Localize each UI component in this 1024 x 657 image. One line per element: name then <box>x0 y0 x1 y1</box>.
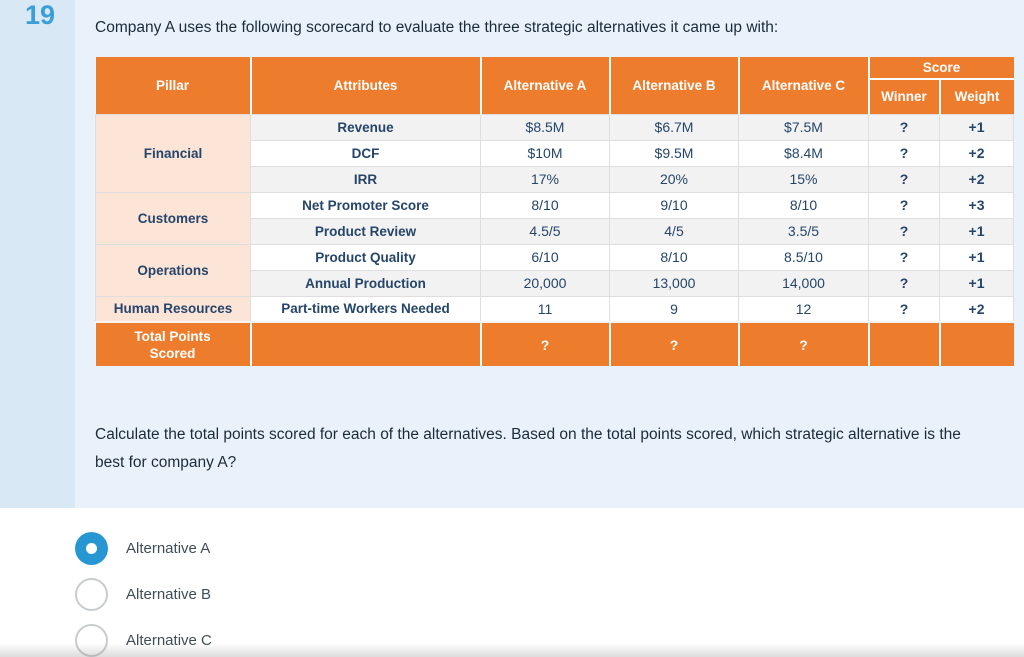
alternative-c-cell: 3.5/5 <box>738 217 869 245</box>
alternative-a-cell: 20,000 <box>480 269 610 297</box>
pillar-cell: Operations <box>95 243 251 297</box>
pillar-cell: Financial <box>95 113 251 193</box>
col-header-alternative-c: Alternative C <box>737 57 869 114</box>
alternative-b-cell: 20% <box>609 165 739 193</box>
alternative-a-cell: 8/10 <box>480 191 610 219</box>
total-alternative-a-cell: ? <box>479 321 610 366</box>
weight-cell: +2 <box>939 165 1014 193</box>
attribute-cell: IRR <box>250 165 481 193</box>
winner-cell: ? <box>868 139 940 167</box>
option-label: Alternative A <box>126 539 211 557</box>
alternative-a-cell: $8.5M <box>480 113 610 141</box>
alternative-b-cell: 9/10 <box>609 191 739 219</box>
total-alternative-c-cell: ? <box>737 321 869 366</box>
attribute-cell: DCF <box>250 139 481 167</box>
winner-cell: ? <box>868 217 940 245</box>
scorecard-table: Pillar Attributes Alternative A Alternat… <box>95 57 1014 366</box>
attribute-cell: Annual Production <box>250 269 481 297</box>
alternative-b-cell: $6.7M <box>609 113 739 141</box>
winner-cell: ? <box>868 113 940 141</box>
alternative-c-cell: 14,000 <box>738 269 869 297</box>
radio-button-unselected[interactable] <box>75 577 108 611</box>
total-empty-cell <box>249 321 481 366</box>
question-number: 19 <box>25 0 56 30</box>
total-label-cell: Total Points Scored <box>95 321 251 366</box>
alternative-c-cell: $7.5M <box>738 113 869 141</box>
attribute-cell: Net Promoter Score <box>250 191 481 219</box>
winner-cell: ? <box>868 295 940 323</box>
col-header-alternative-b: Alternative B <box>608 57 739 114</box>
alternative-a-cell: 4.5/5 <box>480 217 610 245</box>
col-header-attributes: Attributes <box>249 57 481 114</box>
total-row: Total Points Scored ? ? ? <box>95 321 1014 366</box>
radio-button-selected[interactable] <box>75 531 108 565</box>
alternative-a-cell: 17% <box>480 165 610 193</box>
scorecard-body: Financial Revenue $8.5M $6.7M $7.5M? +1 DCF $10… <box>95 113 1014 323</box>
alternative-b-cell: 13,000 <box>609 269 739 297</box>
alternative-b-cell: 8/10 <box>609 243 739 271</box>
table-row: Financial Revenue $8.5M $6.7M $7.5M? +1 <box>95 113 1014 193</box>
option-alternative-b[interactable]: Alternative B <box>75 577 575 611</box>
pillar-cell: Human Resources <box>95 295 251 323</box>
total-alternative-b-cell: ? <box>608 321 739 366</box>
winner-cell: ? <box>868 269 940 297</box>
weight-cell: +1 <box>939 217 1014 245</box>
alternative-c-cell: 8/10 <box>738 191 869 219</box>
total-weight-cell <box>938 321 1014 366</box>
alternative-b-cell: $9.5M <box>609 139 739 167</box>
winner-cell: ? <box>868 165 940 193</box>
alternative-c-cell: $8.4M <box>738 139 869 167</box>
col-header-score: Score <box>867 57 1014 80</box>
weight-cell: +1 <box>939 243 1014 271</box>
weight-cell: +1 <box>939 269 1014 297</box>
col-header-weight: Weight <box>938 79 1014 114</box>
option-alternative-c[interactable]: Alternative C <box>75 623 575 657</box>
alternative-b-cell: 4/5 <box>609 217 739 245</box>
winner-cell: ? <box>868 243 940 271</box>
alternative-a-cell: 11 <box>480 295 610 323</box>
table-row: Human Resources Part-time Workers Needed 1… <box>95 295 1014 323</box>
table-row: DCF $10M $9.5M $8.4M? +2 <box>96 139 1014 167</box>
attribute-cell: Product Review <box>250 217 481 245</box>
radio-dot <box>86 542 97 554</box>
table-row: Product Review 4.5/5 4/5 3.5/5? +1 <box>96 217 1014 245</box>
alternative-a-cell: $10M <box>480 139 610 167</box>
question-prompt-text: Calculate the total points scored for ea… <box>95 426 961 471</box>
option-label: Alternative C <box>126 631 212 649</box>
table-row: Annual Production 20,000 13,000 14,000? +1 <box>96 269 1014 297</box>
table-row: Customers Net Promoter Score 8/10 9/10 8/10?… <box>95 191 1014 245</box>
alternative-c-cell: 15% <box>738 165 869 193</box>
question-number-sidebar <box>0 0 75 508</box>
winner-cell: ? <box>868 191 940 219</box>
weight-cell: +2 <box>939 139 1014 167</box>
col-header-winner: Winner <box>867 79 940 114</box>
attribute-cell: Product Quality <box>250 243 481 271</box>
question-intro-text: Company A uses the following scorecard t… <box>95 19 779 36</box>
pillar-cell: Customers <box>95 191 251 245</box>
weight-cell: +2 <box>939 295 1014 323</box>
option-label: Alternative B <box>126 585 212 603</box>
col-header-pillar: Pillar <box>95 57 251 114</box>
alternative-b-cell: 9 <box>609 295 739 323</box>
option-alternative-a[interactable]: Alternative A <box>75 531 575 565</box>
attribute-cell: Revenue <box>250 113 481 141</box>
col-header-alternative-a: Alternative A <box>479 57 610 114</box>
weight-cell: +3 <box>939 191 1014 219</box>
alternative-c-cell: 8.5/10 <box>738 243 869 271</box>
alternative-a-cell: 6/10 <box>480 243 610 271</box>
weight-cell: +1 <box>939 113 1014 141</box>
table-row: Operations Product Quality 6/10 8/10 8.5/10?… <box>95 243 1014 297</box>
alternative-c-cell: 12 <box>738 295 869 323</box>
radio-button-unselected[interactable] <box>75 623 108 657</box>
options-group: Alternative A Alternative B Alternative C <box>75 531 575 657</box>
total-winner-cell <box>867 321 940 366</box>
attribute-cell: Part-time Workers Needed <box>250 295 481 323</box>
